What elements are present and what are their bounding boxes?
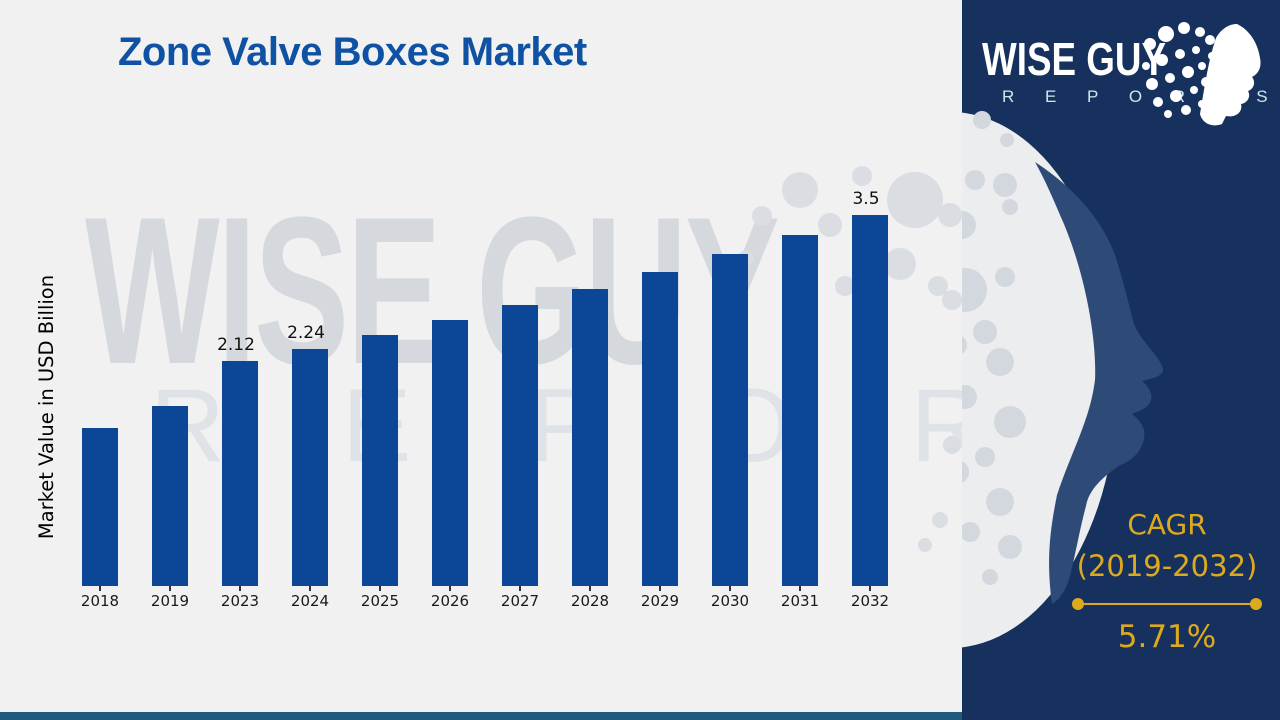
bar-2018 bbox=[82, 428, 118, 586]
watermark-dot bbox=[918, 538, 932, 552]
cagr-value: 5.71% bbox=[1117, 619, 1217, 655]
cagr-heading: CAGR bbox=[1127, 508, 1207, 541]
x-tick-label-2018: 2018 bbox=[80, 592, 120, 610]
logo-wiseguy-text: WISE GUY bbox=[982, 33, 1167, 85]
x-axis-tick bbox=[519, 586, 521, 591]
x-axis-tick bbox=[99, 586, 101, 591]
x-tick-label-2027: 2027 bbox=[500, 592, 540, 610]
watermark-dot bbox=[943, 436, 961, 454]
bar-2032 bbox=[852, 215, 888, 586]
x-axis-tick bbox=[799, 586, 801, 591]
x-tick-label-2031: 2031 bbox=[780, 592, 820, 610]
bar-2027 bbox=[502, 305, 538, 586]
x-tick-label-2026: 2026 bbox=[430, 592, 470, 610]
watermark-dot bbox=[884, 248, 916, 280]
x-tick-label-2024: 2024 bbox=[290, 592, 330, 610]
bottom-accent-strip bbox=[0, 712, 962, 720]
x-axis-tick bbox=[239, 586, 241, 591]
bar-chart: 2018 2019 2023 2.12 2024 2.24 2025 2026 2027 2028… bbox=[80, 189, 890, 610]
x-tick-label-2030: 2030 bbox=[710, 592, 750, 610]
cagr-line-left-dot bbox=[1072, 598, 1084, 610]
watermark-dot bbox=[932, 512, 948, 528]
watermark-dot bbox=[852, 166, 872, 186]
x-axis-tick bbox=[379, 586, 381, 591]
cagr-range: (2019-2032) bbox=[1076, 549, 1258, 583]
panel-background-art bbox=[962, 111, 1164, 648]
watermark-dot bbox=[928, 276, 948, 296]
brand-panel: WISE GUY R E P O R T S CAGR (2019-203 bbox=[962, 0, 1280, 720]
x-axis-tick bbox=[169, 586, 171, 591]
bar-2023 bbox=[222, 361, 258, 586]
x-axis-tick bbox=[869, 586, 871, 591]
bar-2024 bbox=[292, 349, 328, 586]
bar-2028 bbox=[572, 289, 608, 586]
x-axis-tick bbox=[729, 586, 731, 591]
x-tick-label-2023: 2023 bbox=[220, 592, 260, 610]
bar-2030 bbox=[712, 254, 748, 586]
bar-value-label-2024: 2.24 bbox=[287, 323, 325, 343]
bar-value-label-2032: 3.5 bbox=[852, 189, 880, 209]
watermark-dot bbox=[938, 203, 962, 227]
watermark-dot bbox=[818, 213, 842, 237]
x-axis-tick bbox=[449, 586, 451, 591]
bar-2019 bbox=[152, 406, 188, 586]
watermark-dot bbox=[887, 172, 943, 228]
bar-2025 bbox=[362, 335, 398, 586]
watermark-dot bbox=[942, 290, 962, 310]
x-axis-tick bbox=[659, 586, 661, 591]
x-tick-label-2029: 2029 bbox=[640, 592, 680, 610]
bar-2026 bbox=[432, 320, 468, 586]
x-axis-tick bbox=[589, 586, 591, 591]
x-tick-label-2019: 2019 bbox=[150, 592, 190, 610]
logo-face-icon bbox=[1142, 22, 1261, 126]
bar-2031 bbox=[782, 235, 818, 586]
cagr-block: CAGR (2019-2032) 5.71% bbox=[1037, 505, 1280, 657]
face-profile-silhouette bbox=[1035, 162, 1164, 604]
x-axis-tick bbox=[309, 586, 311, 591]
watermark-dot bbox=[782, 172, 818, 208]
bar-value-label-2023: 2.12 bbox=[217, 335, 255, 355]
x-tick-label-2025: 2025 bbox=[360, 592, 400, 610]
x-tick-label-2028: 2028 bbox=[570, 592, 610, 610]
chart-title: Zone Valve Boxes Market bbox=[118, 30, 587, 74]
panel-dot-spots bbox=[962, 111, 1026, 585]
cagr-divider-line bbox=[1072, 598, 1262, 610]
x-tick-label-2032: 2032 bbox=[850, 592, 890, 610]
bar-2029 bbox=[642, 272, 678, 586]
watermark-dot bbox=[835, 276, 855, 296]
cagr-line-right-dot bbox=[1250, 598, 1262, 610]
watermark-dot bbox=[752, 206, 772, 226]
